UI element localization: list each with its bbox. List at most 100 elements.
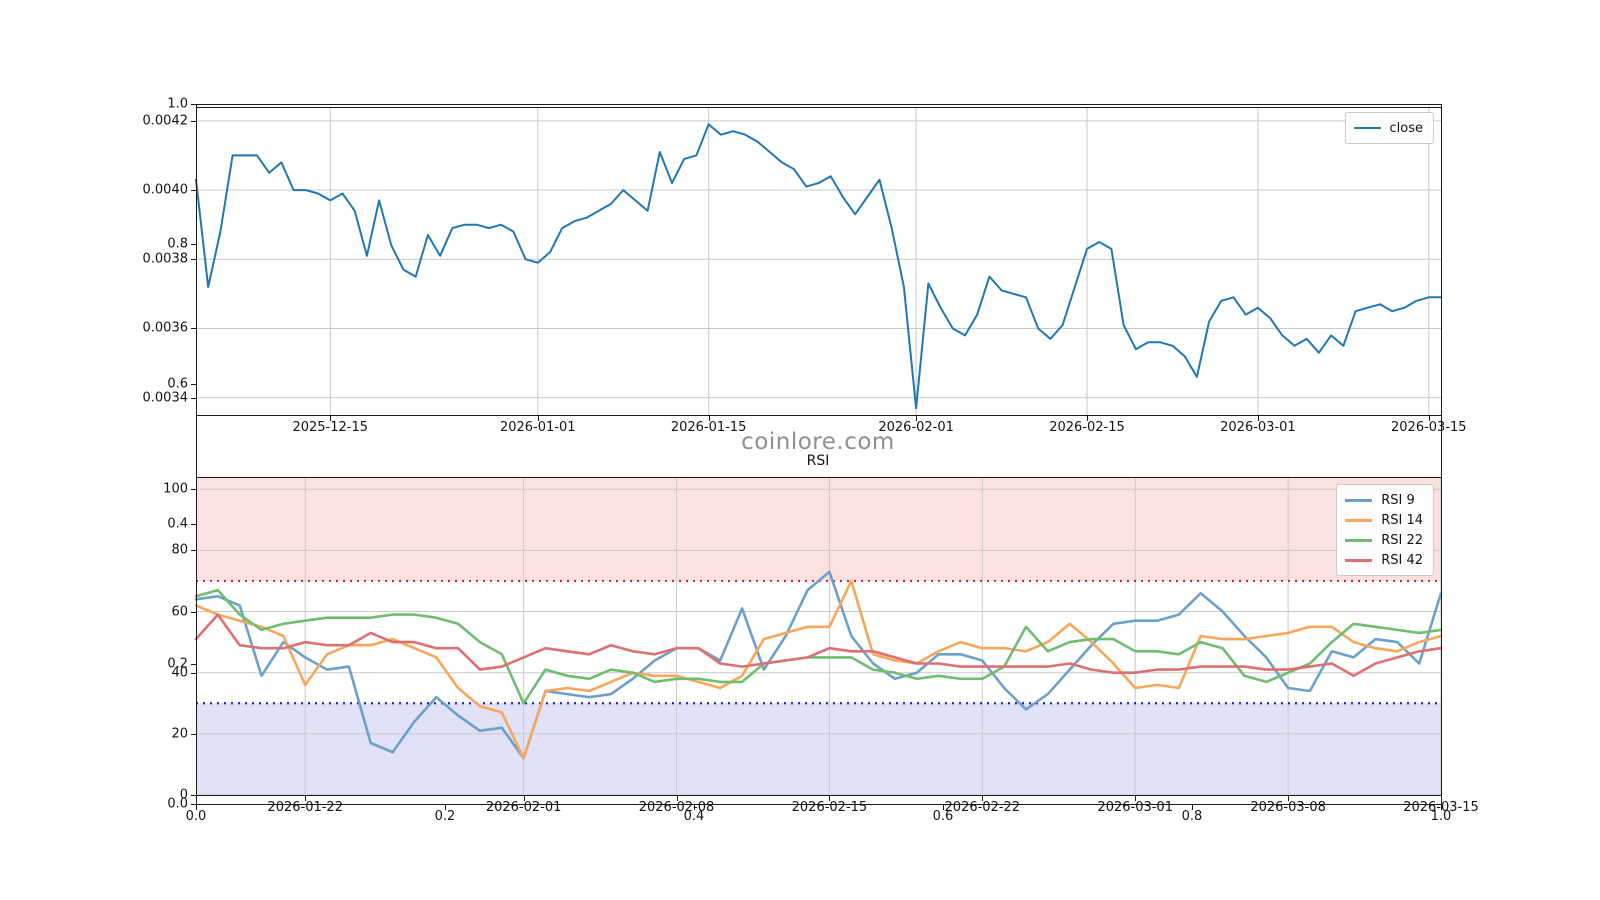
date-tick-label: 2026-02-01 <box>485 800 562 815</box>
band <box>196 477 1441 581</box>
legend-line-swatch <box>1345 498 1373 502</box>
date-tick-label: 2026-02-15 <box>1049 420 1125 435</box>
date-tick-label: 2026-02-15 <box>791 800 868 815</box>
series-line-rsi-9 <box>194 570 1443 760</box>
series-lines <box>194 123 1443 760</box>
tick-mark <box>445 805 446 810</box>
overlay-x-tick-label: 0.0 <box>185 809 207 824</box>
legend-entry: RSI 22 <box>1345 530 1423 550</box>
overlay-y-tick-label: 0.6 <box>167 376 188 392</box>
legend-label: RSI 14 <box>1381 512 1423 528</box>
overlay-y-tick-label: 0.4 <box>167 516 188 532</box>
price-y-tick-label: 0.0036 <box>142 320 189 336</box>
date-tick-label: 2026-02-01 <box>878 420 954 435</box>
rsi-legend: RSI 9 RSI 14 RSI 22 RSI 42 <box>1336 484 1434 576</box>
tick-mark <box>1441 796 1442 801</box>
legend-label: RSI 42 <box>1381 552 1423 568</box>
tick-mark <box>538 416 539 421</box>
legend-line-swatch <box>1353 127 1381 129</box>
rsi-y-tick-label: 100 <box>163 481 188 497</box>
tick-mark <box>709 416 710 421</box>
legend-entry: RSI 14 <box>1345 510 1423 530</box>
tick-mark <box>191 328 196 329</box>
tick-mark <box>1288 796 1289 801</box>
gridlines <box>196 107 1442 796</box>
date-tick-label: 2026-03-01 <box>1097 800 1173 815</box>
tick-mark <box>191 804 196 805</box>
series-line-rsi-14 <box>194 579 1443 760</box>
rsi-bands <box>196 477 1441 795</box>
tick-mark <box>677 796 678 801</box>
overlay-y-tick-label: 0.8 <box>167 236 188 252</box>
band <box>196 703 1441 795</box>
legend-entry: RSI 9 <box>1345 490 1423 510</box>
series-line-close <box>195 123 1442 410</box>
date-tick-label: 2026-03-15 <box>1391 420 1467 435</box>
price-y-tick-label: 0.0034 <box>142 390 189 406</box>
legend-entry: RSI 42 <box>1345 550 1423 570</box>
tick-mark <box>191 734 196 735</box>
legend-entry: close <box>1353 118 1423 138</box>
date-tick-label: 2026-02-08 <box>638 800 715 815</box>
series-line-rsi-42 <box>194 613 1443 678</box>
overlay-x-tick-label: 0.8 <box>1181 809 1203 824</box>
tick-mark <box>191 612 196 613</box>
tick-mark <box>305 796 306 801</box>
tick-mark <box>1429 416 1430 421</box>
legend-label: RSI 9 <box>1381 492 1415 508</box>
overlay-y-tick-label: 0.0 <box>167 796 188 812</box>
tick-mark <box>1258 416 1259 421</box>
tick-mark <box>694 805 695 810</box>
tick-mark <box>1192 805 1193 810</box>
tick-mark <box>330 416 331 421</box>
tick-mark <box>982 796 983 801</box>
tick-mark <box>191 259 196 260</box>
overlay-x-tick-label: 0.4 <box>683 809 705 824</box>
tick-mark <box>191 664 196 665</box>
tick-mark <box>191 398 196 399</box>
legend-line-swatch <box>1345 518 1373 522</box>
date-tick-label: 2026-03-01 <box>1220 420 1296 435</box>
tick-mark <box>191 524 196 525</box>
legend-label: close <box>1389 120 1423 136</box>
tick-mark <box>829 796 830 801</box>
date-tick-label: 2026-01-15 <box>670 420 747 435</box>
overlay-x-tick-label: 1.0 <box>1430 809 1452 824</box>
rsi-y-tick-label: 20 <box>171 726 188 742</box>
threshold-lines <box>196 579 1441 705</box>
rsi-y-tick-label: 40 <box>171 665 188 681</box>
tick-mark <box>943 805 944 810</box>
tick-mark <box>191 550 196 551</box>
tick-mark <box>191 384 196 385</box>
date-tick-label: 2026-02-22 <box>944 800 1021 815</box>
overlay-x-tick-label: 0.6 <box>932 809 954 824</box>
tick-mark <box>191 489 196 490</box>
legend-line-swatch <box>1345 558 1373 562</box>
tick-mark <box>1441 805 1442 810</box>
tick-mark <box>191 121 196 122</box>
series-line-rsi-22 <box>194 588 1443 705</box>
tick-mark <box>524 796 525 801</box>
rsi-y-tick-label: 80 <box>171 542 188 558</box>
tick-mark <box>191 244 196 245</box>
overlay-y-tick-label: 0.2 <box>167 656 188 672</box>
price-y-tick-label: 0.0038 <box>142 251 189 267</box>
date-tick-label: 2025-12-15 <box>292 420 369 435</box>
legend-line-swatch <box>1345 538 1373 542</box>
overlay-y-tick-label: 1.0 <box>167 96 188 112</box>
watermark: coinlore.com <box>741 429 895 455</box>
tick-mark <box>191 673 196 674</box>
tick-mark <box>191 795 196 796</box>
price-legend: close <box>1344 112 1434 144</box>
overlay-x-tick-label: 0.2 <box>434 809 456 824</box>
rsi-y-tick-label: 60 <box>171 604 188 620</box>
tick-mark <box>196 805 197 810</box>
date-tick-label: 2026-01-22 <box>267 800 343 815</box>
legend-label: RSI 22 <box>1381 532 1423 548</box>
tick-mark <box>916 416 917 421</box>
date-tick-label: 2026-03-08 <box>1250 800 1326 815</box>
price-y-tick-label: 0.0040 <box>142 182 189 198</box>
tick-mark <box>1087 416 1088 421</box>
price-y-tick-label: 0.0042 <box>142 113 189 129</box>
